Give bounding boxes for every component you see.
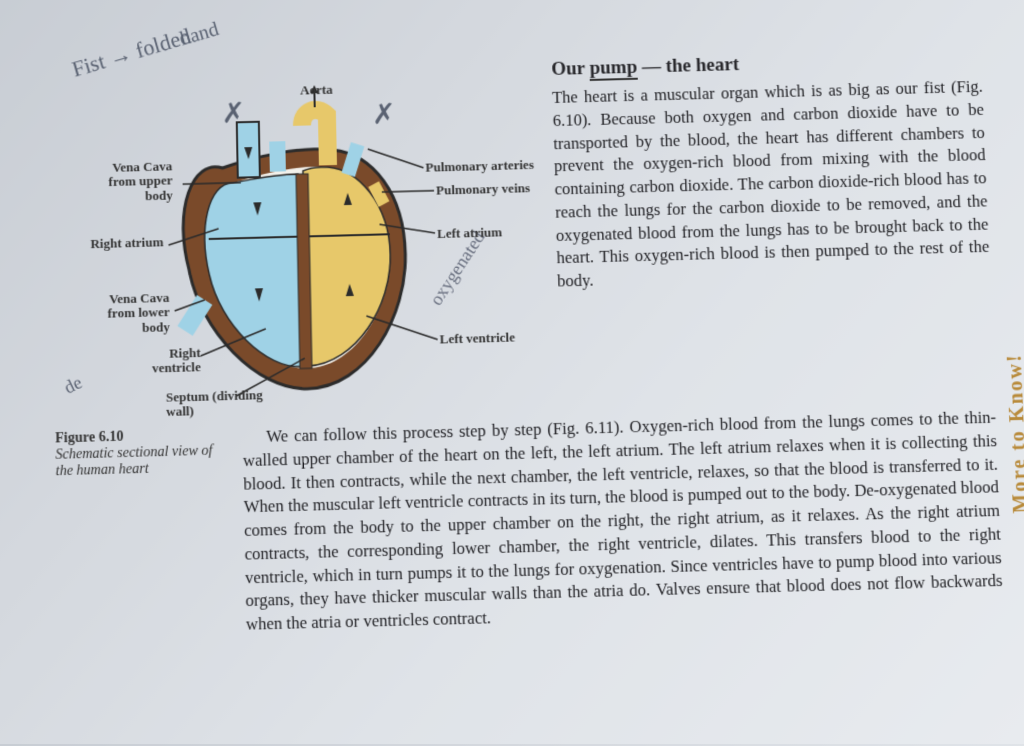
- label-vena-cava-lower: Vena Cava from lower body: [84, 291, 170, 337]
- svg-text:✗: ✗: [221, 98, 245, 130]
- label-septum: Septum (dividing wall): [166, 388, 268, 420]
- label-aorta: Aorta: [286, 82, 346, 98]
- heart-diagram: ✗ ✗ Vena Cava from upper body Right atri…: [101, 80, 510, 414]
- label-left-atrium: Left atrium: [437, 224, 538, 241]
- paragraph-right: The heart is a muscular organ which is a…: [552, 76, 991, 294]
- label-left-ventricle: Left ventricle: [439, 330, 540, 347]
- handwriting-de: de: [61, 372, 86, 399]
- label-pulmonary-arteries: Pulmonary arteries: [425, 157, 556, 175]
- figure-caption: Figure 6.10 Schematic sectional view of …: [55, 427, 228, 481]
- heading-post: — the heart: [637, 54, 740, 78]
- heading-pump: pump: [589, 57, 637, 81]
- label-pulmonary-veins: Pulmonary veins: [436, 180, 557, 198]
- paragraph-full-text: We can follow this process step by step …: [243, 407, 1003, 634]
- svg-text:✗: ✗: [372, 99, 396, 131]
- side-tab: More to Know!: [1003, 329, 1024, 514]
- figure-caption-text: Schematic sectional view of the human he…: [55, 443, 212, 479]
- section-heading: Our pump — the heart: [551, 54, 739, 81]
- label-right-atrium: Right atrium: [73, 235, 164, 252]
- heading-pre: Our: [551, 58, 590, 80]
- figure-number: Figure 6.10: [55, 429, 123, 446]
- handwriting-fist: Fist → folded: [69, 23, 194, 83]
- paragraph-full: We can follow this process step by step …: [242, 406, 1004, 637]
- page: Fist → folded hand de oxygenated: [40, 8, 1008, 746]
- label-right-ventricle: Right ventricle: [140, 346, 201, 377]
- label-vena-cava-upper: Vena Cava from upper body: [92, 159, 173, 204]
